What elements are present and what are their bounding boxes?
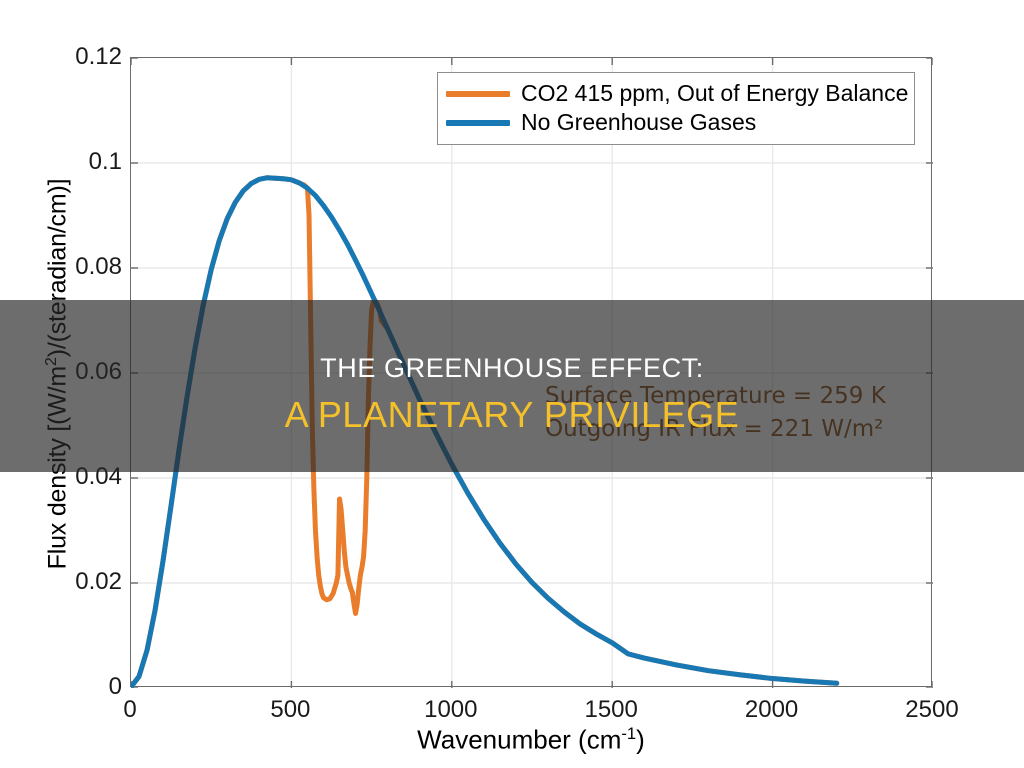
chart-legend: CO2 415 ppm, Out of Energy Balance No Gre…: [437, 72, 915, 145]
x-tick-label: 1000: [424, 696, 478, 723]
legend-label: CO2 415 ppm, Out of Energy Balance: [521, 80, 909, 106]
y-tick-label: 0.08: [75, 253, 122, 280]
y-tick-label: 0.1: [88, 148, 122, 175]
legend-label: No Greenhouse Gases: [521, 109, 757, 135]
x-axis-ticks: 0 500 1000 1500 2000 2500: [0, 696, 1024, 730]
x-axis-label: Wavenumber (cm-1): [130, 724, 932, 756]
overlay-title-line-2: A PLANETARY PRIVILEGE: [284, 394, 740, 435]
y-tick-label: 0.02: [75, 568, 122, 595]
legend-color-swatch: [446, 90, 510, 97]
legend-item[interactable]: No Greenhouse Gases: [446, 108, 906, 137]
y-tick-label: 0.12: [75, 43, 122, 70]
x-tick-label: 1500: [584, 696, 638, 723]
y-tick-label: 0: [108, 673, 122, 700]
x-tick-label: 2000: [744, 696, 799, 723]
x-tick-label: 2500: [905, 696, 959, 723]
x-axis-label-superscript: -1: [621, 724, 637, 743]
legend-item[interactable]: CO2 415 ppm, Out of Energy Balance: [446, 79, 909, 108]
title-overlay-banner: THE GREENHOUSE EFFECT: A PLANETARY PRIVI…: [0, 300, 1024, 472]
x-axis-label-tail: ): [636, 724, 645, 755]
x-tick-label: 500: [270, 696, 311, 723]
x-axis-label-text: Wavenumber (cm: [417, 724, 622, 755]
x-tick-label: 0: [123, 696, 137, 723]
overlay-title-line-1: THE GREENHOUSE EFFECT:: [320, 353, 704, 383]
legend-color-swatch: [446, 119, 510, 126]
